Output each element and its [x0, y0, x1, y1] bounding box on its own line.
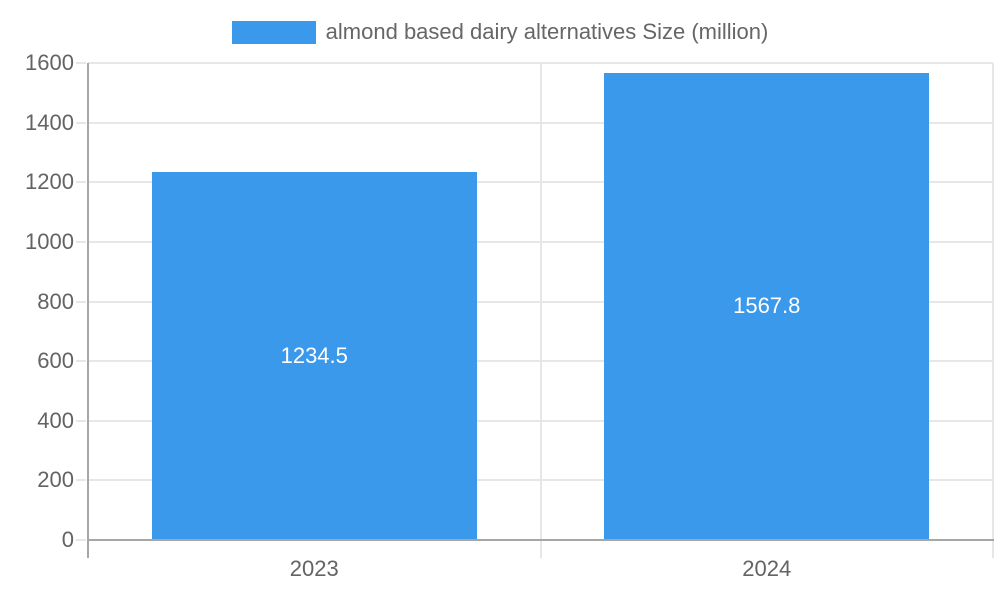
gridline-v [992, 63, 994, 558]
y-axis-label: 1400 [25, 109, 74, 135]
legend-swatch [231, 20, 316, 44]
y-tick [76, 360, 86, 363]
y-tick [76, 121, 86, 124]
y-axis-label: 1000 [25, 228, 74, 254]
y-axis-label: 1200 [25, 169, 74, 195]
legend[interactable]: almond based dairy alternatives Size (mi… [0, 18, 1000, 46]
x-axis-label: 2024 [742, 556, 792, 581]
y-axis-label: 0 [61, 527, 74, 552]
x-axis-label: 2023 [289, 556, 339, 581]
bar-value-label: 1567.8 [733, 293, 801, 319]
y-axis-label: 1600 [25, 50, 74, 75]
bar-value-label: 1234.5 [280, 342, 348, 368]
x-axis-line [87, 539, 994, 541]
bar-2023[interactable] [151, 171, 477, 540]
y-axis-line [87, 63, 89, 558]
y-axis-label: 800 [37, 288, 74, 314]
gridline-v [539, 63, 542, 558]
y-tick [76, 300, 86, 303]
y-tick [76, 479, 86, 482]
y-tick [76, 419, 86, 422]
legend-label: almond based dairy alternatives Size (mi… [325, 19, 769, 44]
y-tick [76, 240, 86, 243]
plot-area: 1234.5 1567.8 0 200 400 600 800 1000 1200 1400 16… [25, 51, 994, 581]
y-axis-label: 600 [37, 348, 74, 374]
bar-2024[interactable] [604, 72, 930, 540]
y-tick [76, 181, 86, 184]
y-axis-label: 400 [37, 407, 74, 433]
y-axis-label: 200 [37, 467, 74, 493]
y-tick [76, 539, 86, 541]
y-tick [76, 62, 86, 64]
